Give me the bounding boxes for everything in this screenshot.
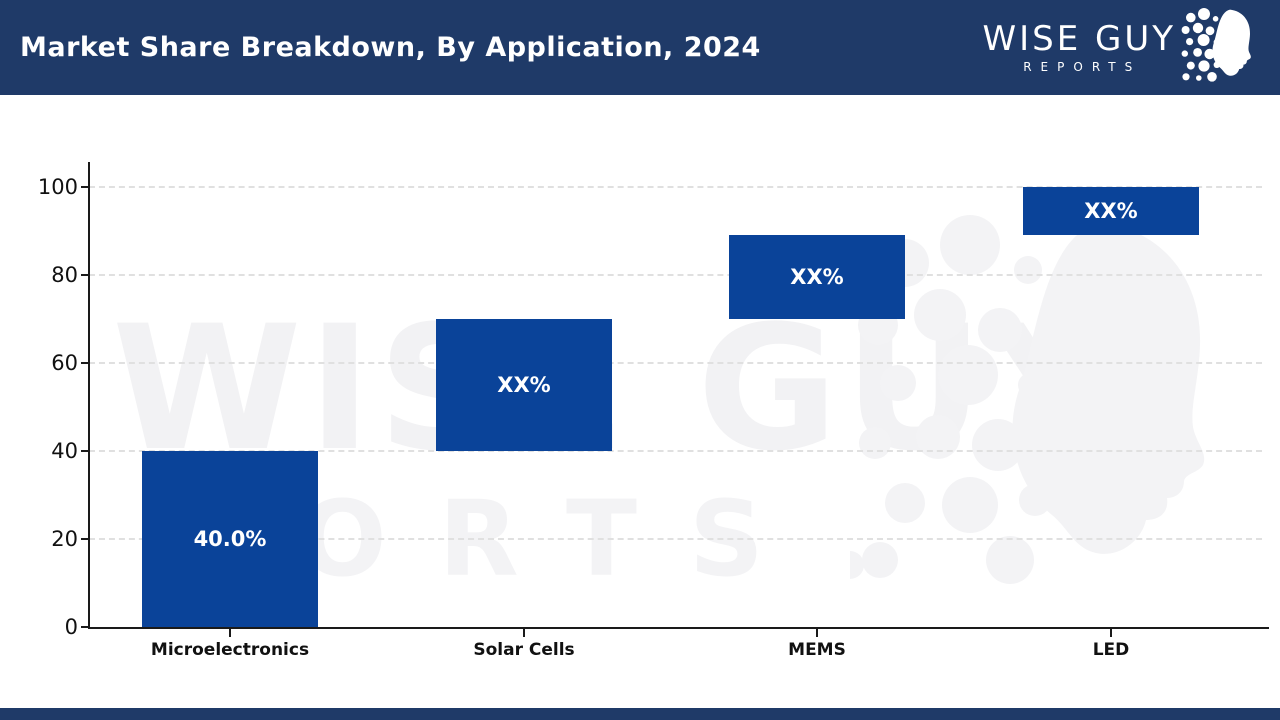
gridline-y40: [89, 450, 1262, 452]
bar-mems: XX%: [729, 235, 905, 319]
gridline-y80: [89, 274, 1262, 276]
y-axis-tick-label: 40: [51, 439, 78, 463]
chart-title: Market Share Breakdown, By Application, …: [20, 32, 761, 63]
y-axis-tick-label: 100: [37, 175, 78, 199]
y-axis-tick-mark: [81, 362, 89, 364]
bar-value-label: 40.0%: [193, 527, 267, 551]
bar-led: XX%: [1023, 187, 1199, 236]
bar-value-label: XX%: [497, 373, 551, 397]
brand-head-icon: [1181, 7, 1251, 82]
bar-microelectronics: 40.0%: [142, 451, 318, 627]
y-axis-tick-label: 0: [64, 615, 78, 639]
x-axis-category-label: Microelectronics: [150, 640, 310, 660]
y-axis-tick-label: 20: [51, 527, 78, 551]
x-axis-category-label: LED: [1092, 640, 1130, 660]
brand-subname: REPORTS: [1023, 60, 1142, 74]
brand-logo-text: WISE GUY REPORTS: [982, 22, 1176, 73]
gridline-y100: [89, 186, 1262, 188]
y-axis-tick-mark: [81, 450, 89, 452]
x-axis-tick-mark: [523, 629, 525, 637]
gridline-y20: [89, 538, 1262, 540]
y-axis-tick-mark: [81, 186, 89, 188]
header-bar: Market Share Breakdown, By Application, …: [0, 0, 1280, 95]
x-axis-line: [88, 627, 1269, 629]
brand-name: WISE GUY: [982, 19, 1176, 59]
footer-bar: [0, 708, 1280, 720]
y-axis-tick-label: 80: [51, 263, 78, 287]
bar-solar-cells: XX%: [436, 319, 612, 451]
x-axis-tick-mark: [229, 629, 231, 637]
brand-logo: WISE GUY REPORTS: [982, 7, 1280, 89]
gridline-y60: [89, 362, 1262, 364]
x-axis-tick-mark: [1110, 629, 1112, 637]
y-axis-tick-mark: [81, 274, 89, 276]
x-axis-category-label: MEMS: [788, 640, 846, 660]
x-axis-category-label: Solar Cells: [473, 640, 575, 660]
y-axis-tick-mark: [81, 538, 89, 540]
bar-value-label: XX%: [1084, 199, 1138, 224]
y-axis-tick-mark: [81, 626, 89, 628]
y-axis-tick-label: 60: [51, 351, 78, 375]
y-axis-line: [88, 162, 90, 629]
x-axis-tick-mark: [816, 629, 818, 637]
bar-value-label: XX%: [790, 265, 844, 290]
